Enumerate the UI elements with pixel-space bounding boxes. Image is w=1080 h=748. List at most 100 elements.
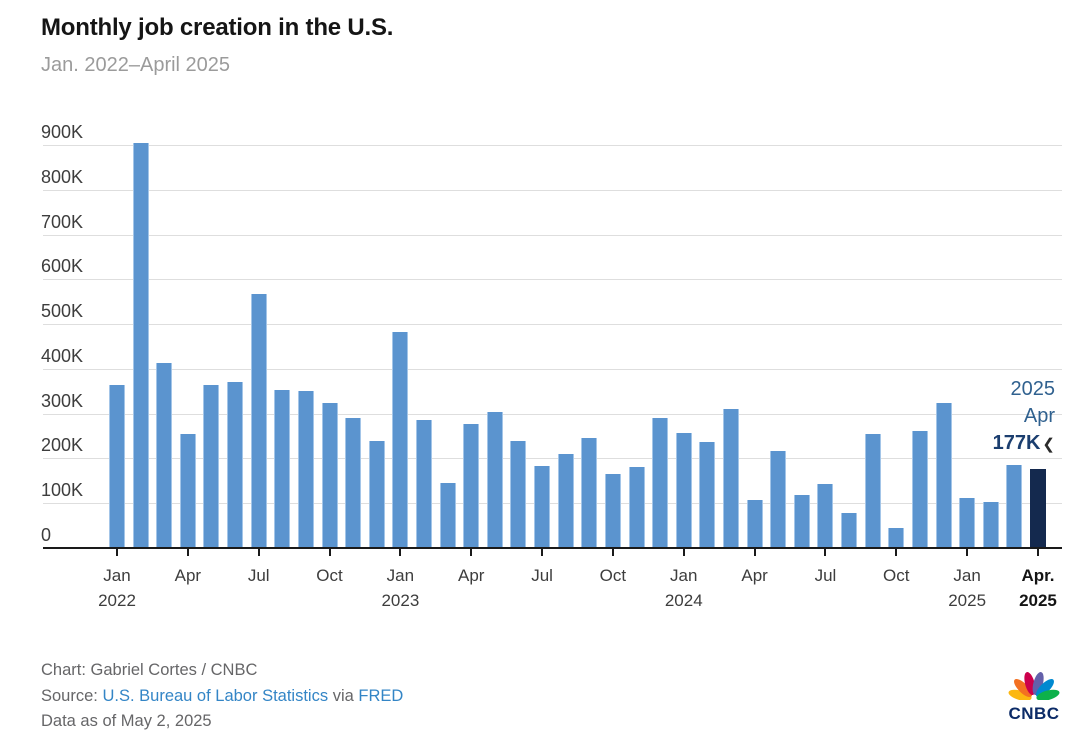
bar-mar-2022[interactable] [156,362,173,548]
gridline-100k [43,503,1062,505]
source-link-fred[interactable]: FRED [358,686,404,705]
x-tick-36 [966,548,969,556]
bar-apr-2022[interactable] [179,434,196,548]
bar-jun-2022[interactable] [227,382,244,548]
bar-apr-2024[interactable] [746,499,763,548]
x-axis-month-label: Apr [741,566,768,585]
bar-feb-2024[interactable] [699,442,716,548]
chart-subtitle: Jan. 2022–April 2025 [41,54,231,76]
gridline-700k [43,234,1062,236]
y-axis-label: 200K [41,435,84,456]
x-tick-6 [257,548,260,556]
x-axis-baseline [43,547,1062,549]
x-tick-12 [399,548,402,556]
x-axis-month-label: Apr [174,566,202,585]
x-axis-month-label: Jul [814,566,837,585]
credit-line: Chart: Gabriel Cortes / CNBC [41,661,258,679]
latest-value-annotation: 2025 Apr 177K ❮ [993,376,1055,458]
annotation-year: 2025 [1010,378,1056,400]
source-link-bls[interactable]: U.S. Bureau of Labor Statistics [102,686,329,705]
x-tick-33 [895,548,898,556]
x-axis-year-label: 2023 [381,591,420,610]
x-axis-month-label: Jan [103,566,131,585]
bar-dec-2023[interactable] [652,418,669,548]
bar-mar-2025[interactable] [1006,465,1023,548]
y-axis-label: 100K [41,480,84,501]
x-axis-month-label: Oct [599,566,627,585]
x-tick-27 [753,548,756,556]
bar-dec-2024[interactable] [935,403,952,548]
y-axis-label: 500K [41,301,84,322]
source-label: Source: [41,686,98,705]
x-tick-24 [682,548,685,556]
bar-nov-2023[interactable] [628,466,645,548]
bar-mar-2023[interactable] [439,482,456,548]
bar-jul-2024[interactable] [817,483,834,548]
y-axis-label: 800K [41,166,84,187]
gridline-400k [43,368,1062,370]
asof-line: Data as of May 2, 2025 [41,712,212,730]
chart-footer: Chart: Gabriel Cortes / CNBC Source: U.S… [41,658,403,735]
bar-jun-2023[interactable] [510,440,527,548]
bar-aug-2024[interactable] [841,513,858,548]
gridline-300k [43,413,1062,415]
bar-sep-2023[interactable] [581,437,598,548]
bar-jul-2023[interactable] [534,465,551,548]
gridline-800k [43,189,1062,191]
annotation-value-row: 177K ❮ [993,430,1055,458]
x-axis-month-label: Oct [883,566,910,585]
x-tick-21 [611,548,614,556]
x-axis-year-label: 2022 [98,591,136,610]
bar-mar-2024[interactable] [722,409,739,548]
bar-feb-2022[interactable] [132,143,149,548]
via-text: via [332,686,354,705]
bar-may-2024[interactable] [770,451,787,548]
bar-jun-2024[interactable] [793,495,810,548]
x-axis-year-label: 2025 [948,591,987,610]
x-tick-30 [824,548,827,556]
bar-jan-2024[interactable] [675,433,692,548]
bar-jan-2023[interactable] [392,332,409,548]
x-tick-0 [116,548,118,556]
bar-oct-2022[interactable] [321,402,338,548]
bar-jan-2025[interactable] [959,498,976,548]
gridline-500k [43,324,1062,326]
x-axis-year-label: 2024 [664,591,703,610]
bar-aug-2022[interactable] [274,390,291,548]
bar-nov-2024[interactable] [911,431,928,548]
bar-nov-2022[interactable] [345,418,362,548]
y-axis-label: 700K [41,211,84,232]
x-tick-39 [1036,548,1039,556]
y-axis-label: 400K [41,345,84,366]
x-axis-month-label: Oct [316,566,343,585]
x-axis-month-label: Apr. [1021,566,1055,585]
bar-apr-2023[interactable] [463,423,480,548]
x-axis-month-label: Jan [386,566,415,585]
x-tick-18 [541,548,544,556]
bar-feb-2023[interactable] [415,419,432,548]
bar-aug-2023[interactable] [557,453,574,548]
x-axis-month-label: Jul [247,566,270,585]
x-tick-3 [186,548,189,556]
annotation-value: 177K [992,432,1041,454]
annotation-arrow-icon: ❮ [1042,436,1055,453]
bar-apr-2025[interactable] [1029,468,1046,548]
bar-dec-2022[interactable] [368,440,385,548]
gridline-200k [43,458,1062,460]
cnbc-logo-text: CNBC [1008,704,1060,723]
bar-jan-2022[interactable] [109,385,125,548]
bar-may-2022[interactable] [203,385,220,548]
y-axis-label: 600K [41,256,84,277]
gridline-600k [43,279,1062,281]
bar-feb-2025[interactable] [982,502,999,548]
x-axis-year-label: 2025 [1019,591,1057,610]
bar-sep-2024[interactable] [864,433,881,548]
y-axis-label: 300K [41,390,84,411]
bar-sep-2022[interactable] [297,391,314,548]
bar-may-2023[interactable] [486,412,503,548]
x-tick-15 [470,548,473,556]
bar-oct-2024[interactable] [888,528,905,548]
bar-oct-2023[interactable] [604,474,621,548]
bar-jul-2022[interactable] [250,293,267,548]
